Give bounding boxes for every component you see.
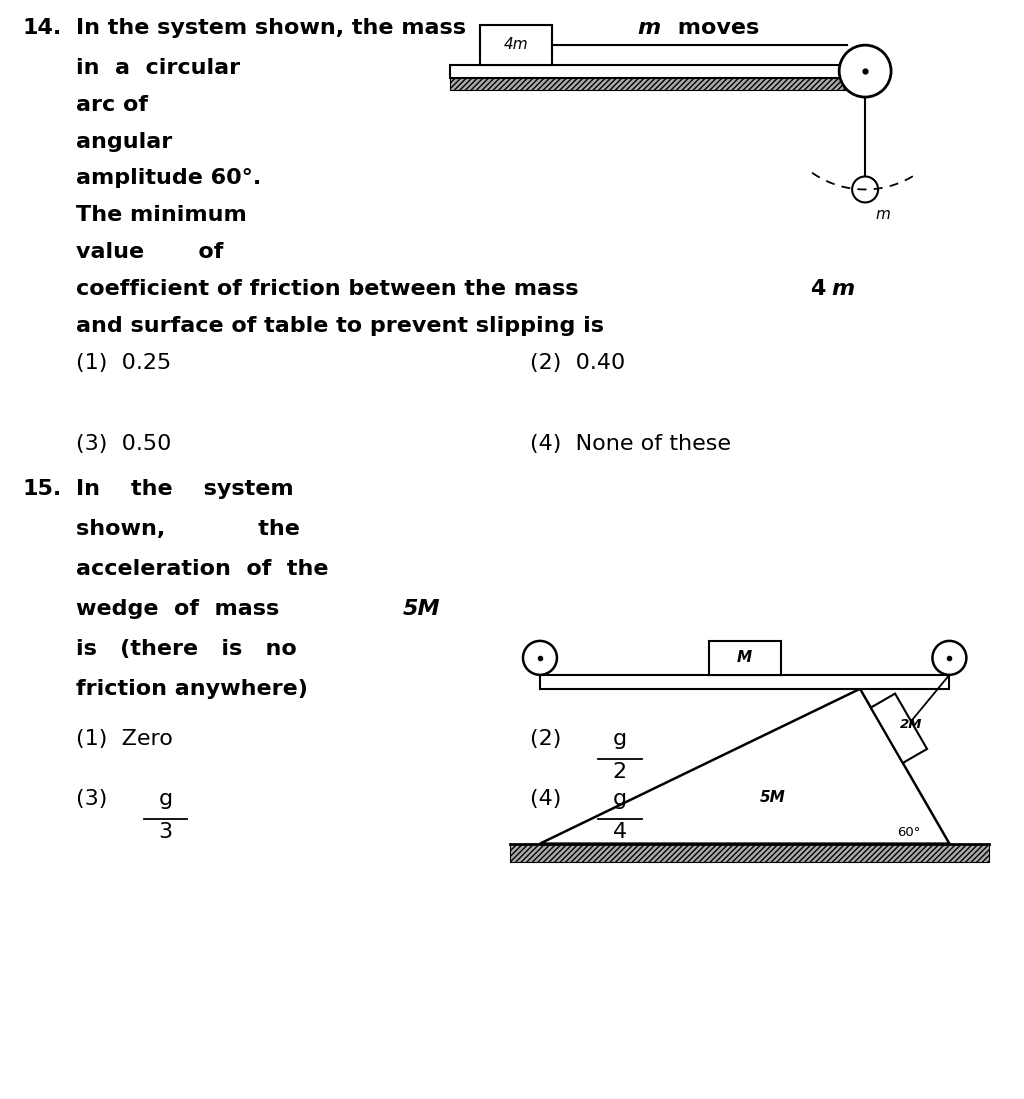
Bar xyxy=(451,65,850,78)
Text: g: g xyxy=(612,729,627,748)
Circle shape xyxy=(852,177,879,202)
Text: 3: 3 xyxy=(159,822,172,842)
Text: m: m xyxy=(637,18,659,37)
Circle shape xyxy=(933,641,967,675)
Text: m: m xyxy=(831,279,855,299)
Text: The minimum: The minimum xyxy=(76,206,247,225)
Bar xyxy=(540,675,949,689)
Text: 15.: 15. xyxy=(23,479,61,499)
Text: 2M: 2M xyxy=(900,718,922,731)
Text: M: M xyxy=(737,651,753,665)
Text: 2: 2 xyxy=(612,762,627,781)
Text: (1)  Zero: (1) Zero xyxy=(76,729,172,748)
Bar xyxy=(709,641,780,675)
Text: shown,            the: shown, the xyxy=(76,519,299,539)
Polygon shape xyxy=(540,689,949,844)
Circle shape xyxy=(523,641,557,675)
Text: In    the    system: In the system xyxy=(76,479,293,499)
Text: and surface of table to prevent slipping is: and surface of table to prevent slipping… xyxy=(76,317,603,336)
Text: (1)  0.25: (1) 0.25 xyxy=(76,353,171,374)
Text: value       of: value of xyxy=(76,243,223,263)
Text: amplitude 60°.: amplitude 60°. xyxy=(76,168,261,189)
Text: (3)  0.50: (3) 0.50 xyxy=(76,434,171,454)
Bar xyxy=(480,24,552,65)
Text: g: g xyxy=(612,789,627,809)
Text: in  a  circular: in a circular xyxy=(76,57,240,78)
Text: moves: moves xyxy=(670,18,759,37)
Text: In the system shown, the mass: In the system shown, the mass xyxy=(76,18,473,37)
Text: coefficient of friction between the mass: coefficient of friction between the mass xyxy=(76,279,586,299)
Text: 60°: 60° xyxy=(897,825,921,839)
Text: 5M: 5M xyxy=(403,599,440,619)
Text: arc of: arc of xyxy=(76,95,147,114)
Text: (4)  None of these: (4) None of these xyxy=(530,434,731,454)
Text: wedge  of  mass: wedge of mass xyxy=(76,599,287,619)
Text: 5M: 5M xyxy=(760,789,786,804)
Text: (2): (2) xyxy=(530,729,575,748)
Text: 4: 4 xyxy=(612,822,627,842)
Text: 4m: 4m xyxy=(504,37,528,52)
Text: (3): (3) xyxy=(76,789,121,809)
Bar xyxy=(510,844,989,862)
Circle shape xyxy=(839,45,891,97)
Text: (4): (4) xyxy=(530,789,575,809)
Text: (2)  0.40: (2) 0.40 xyxy=(530,353,626,374)
Text: is   (there   is   no: is (there is no xyxy=(76,639,296,659)
Text: g: g xyxy=(159,789,172,809)
Text: 14.: 14. xyxy=(23,18,61,37)
Text: acceleration  of  the: acceleration of the xyxy=(76,559,328,579)
Text: friction anywhere): friction anywhere) xyxy=(76,679,307,699)
Bar xyxy=(451,78,850,90)
Text: m: m xyxy=(876,208,890,222)
Polygon shape xyxy=(870,693,927,763)
Text: angular: angular xyxy=(76,132,172,152)
Text: 4: 4 xyxy=(810,279,825,299)
